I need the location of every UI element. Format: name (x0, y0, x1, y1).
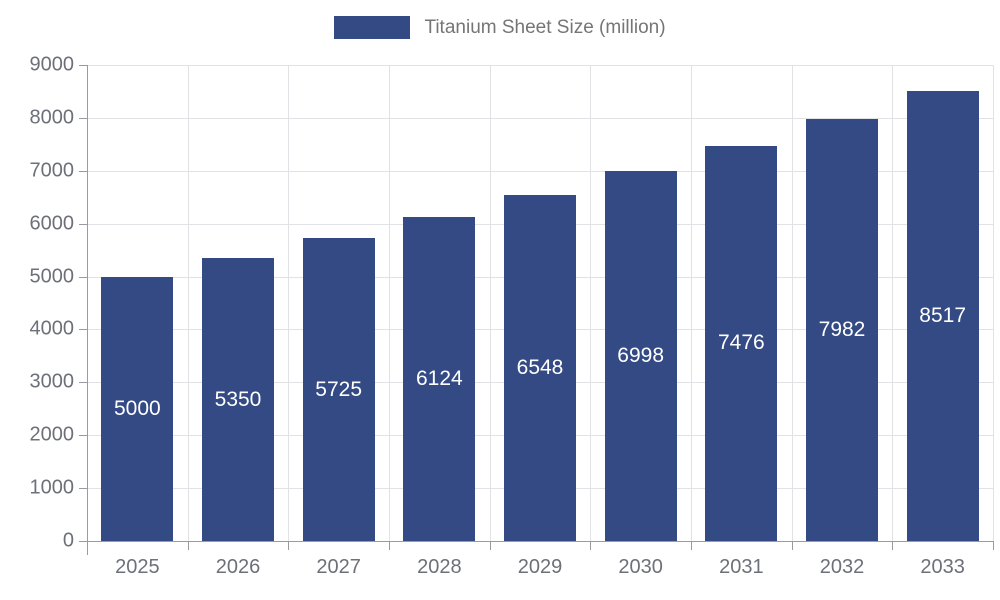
y-axis-tick (79, 170, 87, 172)
bar-value-label: 8517 (919, 303, 967, 327)
x-axis-label-2033: 2033 (920, 556, 965, 578)
v-gridline (792, 65, 793, 541)
y-axis-label: 6000 (29, 212, 75, 235)
x-axis-label-2029: 2029 (517, 556, 563, 578)
bar-value-label: 7476 (717, 331, 765, 355)
x-axis-line (87, 541, 994, 542)
y-axis-tick (79, 276, 87, 278)
v-gridline (490, 65, 491, 541)
x-axis-tick (590, 542, 591, 550)
x-axis-label-2025: 2025 (115, 556, 160, 578)
x-axis-label-2030: 2030 (618, 556, 663, 578)
y-axis-label: 1000 (29, 476, 75, 499)
bar-value-label: 6998 (617, 343, 665, 367)
x-axis-tick (188, 542, 189, 550)
x-axis-tick (993, 542, 994, 550)
bar-value-label: 5725 (315, 377, 363, 401)
y-axis-tick (79, 329, 87, 331)
x-axis-label-2026: 2026 (215, 556, 261, 578)
bar-2029[interactable]: 6548 (504, 194, 576, 541)
v-gridline (389, 65, 390, 541)
y-axis-label: 0 (62, 529, 74, 552)
h-gridline (87, 65, 993, 66)
bar-2025[interactable]: 5000 (101, 276, 174, 541)
y-axis-label: 9000 (29, 53, 75, 76)
v-gridline (892, 65, 893, 541)
v-gridline (288, 65, 289, 541)
bar-value-label: 5350 (214, 387, 262, 411)
bar-2032[interactable]: 7982 (806, 118, 878, 541)
y-axis-tick (79, 435, 87, 437)
bar-value-label: 6548 (516, 355, 564, 379)
v-gridline (691, 65, 692, 541)
x-axis-label-2028: 2028 (417, 556, 462, 578)
bar-2027[interactable]: 5725 (302, 238, 375, 541)
bar-2028[interactable]: 6124 (403, 217, 476, 541)
y-axis-line (87, 65, 88, 555)
y-axis-label: 5000 (29, 265, 75, 288)
x-axis-tick (87, 542, 88, 550)
h-gridline (87, 117, 993, 119)
x-axis-label-2027: 2027 (316, 556, 361, 578)
legend-label: Titanium Sheet Size (million) (424, 16, 666, 38)
bar-2033[interactable]: 8517 (906, 90, 979, 541)
x-axis-tick (892, 542, 893, 550)
bar-value-label: 5000 (113, 396, 161, 420)
y-axis-tick (79, 541, 87, 542)
x-axis-tick (490, 542, 491, 550)
x-axis-tick (389, 542, 390, 550)
y-axis-label: 2000 (29, 423, 75, 446)
legend-swatch-icon (334, 16, 411, 39)
y-axis-tick (79, 382, 87, 384)
x-axis-label-2031: 2031 (719, 556, 764, 578)
bar-value-label: 6124 (415, 367, 463, 391)
h-gridline (87, 170, 993, 172)
v-gridline (188, 65, 189, 541)
y-axis-tick (79, 117, 87, 119)
y-axis-label: 3000 (29, 370, 75, 393)
bar-2031[interactable]: 7476 (705, 145, 778, 541)
x-axis-tick (691, 542, 692, 550)
bar-value-label: 7982 (818, 317, 866, 341)
legend-item[interactable]: Titanium Sheet Size (million) (0, 16, 1000, 39)
y-axis-tick (79, 488, 87, 490)
y-axis-tick (79, 65, 87, 66)
bar-2026[interactable]: 5350 (202, 258, 274, 541)
v-gridline (590, 65, 591, 541)
plot-area: 5000 5350 5725 6124 6548 6998 7476 7982 8517 (87, 65, 994, 541)
x-axis-tick (792, 542, 793, 550)
x-axis-label-2032: 2032 (819, 556, 865, 578)
bar-2030[interactable]: 6998 (604, 170, 677, 541)
x-axis-tick (288, 542, 289, 550)
y-axis-label: 4000 (29, 317, 75, 340)
y-axis-tick (79, 223, 87, 225)
v-gridline (993, 65, 994, 541)
y-axis-label: 7000 (29, 159, 75, 182)
y-axis-label: 8000 (29, 106, 75, 129)
